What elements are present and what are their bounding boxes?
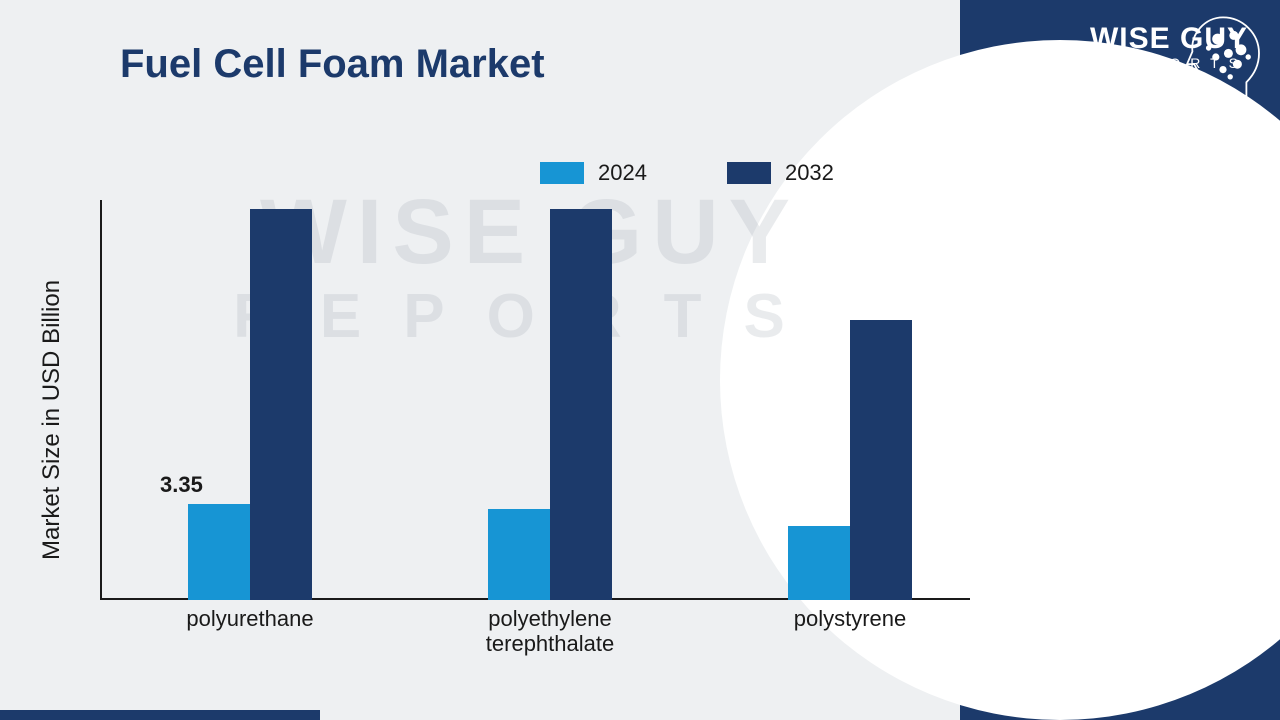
x-axis-category-label: polystyrene: [720, 606, 980, 631]
bar-group: [460, 209, 640, 600]
legend-swatch-2024: [540, 162, 584, 184]
bar-2024: [788, 526, 850, 600]
bar-2032: [250, 209, 312, 600]
legend: 2024 2032: [540, 160, 834, 186]
legend-item-2024: 2024: [540, 160, 647, 186]
legend-label-2032: 2032: [785, 160, 834, 186]
chart-title: Fuel Cell Foam Market: [120, 42, 545, 87]
y-axis-line: [100, 200, 102, 600]
y-axis-label: Market Size in USD Billion: [38, 280, 66, 560]
legend-swatch-2032: [727, 162, 771, 184]
legend-label-2024: 2024: [598, 160, 647, 186]
bar-2032: [550, 209, 612, 600]
plot-area: polyurethane3.35polyethyleneterephthalat…: [100, 200, 970, 600]
brand-head-icon: [1178, 12, 1268, 102]
x-axis-category-label: polyethyleneterephthalate: [420, 606, 680, 657]
chart-canvas: WISE GUY REPORTS Fuel Cell Foam Market W…: [0, 0, 1280, 720]
bottom-accent-bar: [0, 710, 320, 720]
bar-2024: [488, 509, 550, 600]
x-axis-category-label: polyurethane: [120, 606, 380, 631]
bar-2024: [188, 504, 250, 600]
bar-2032: [850, 320, 912, 600]
bar-value-label: 3.35: [160, 472, 203, 498]
legend-item-2032: 2032: [727, 160, 834, 186]
bar-group: [760, 320, 940, 600]
bar-group: [160, 209, 340, 600]
